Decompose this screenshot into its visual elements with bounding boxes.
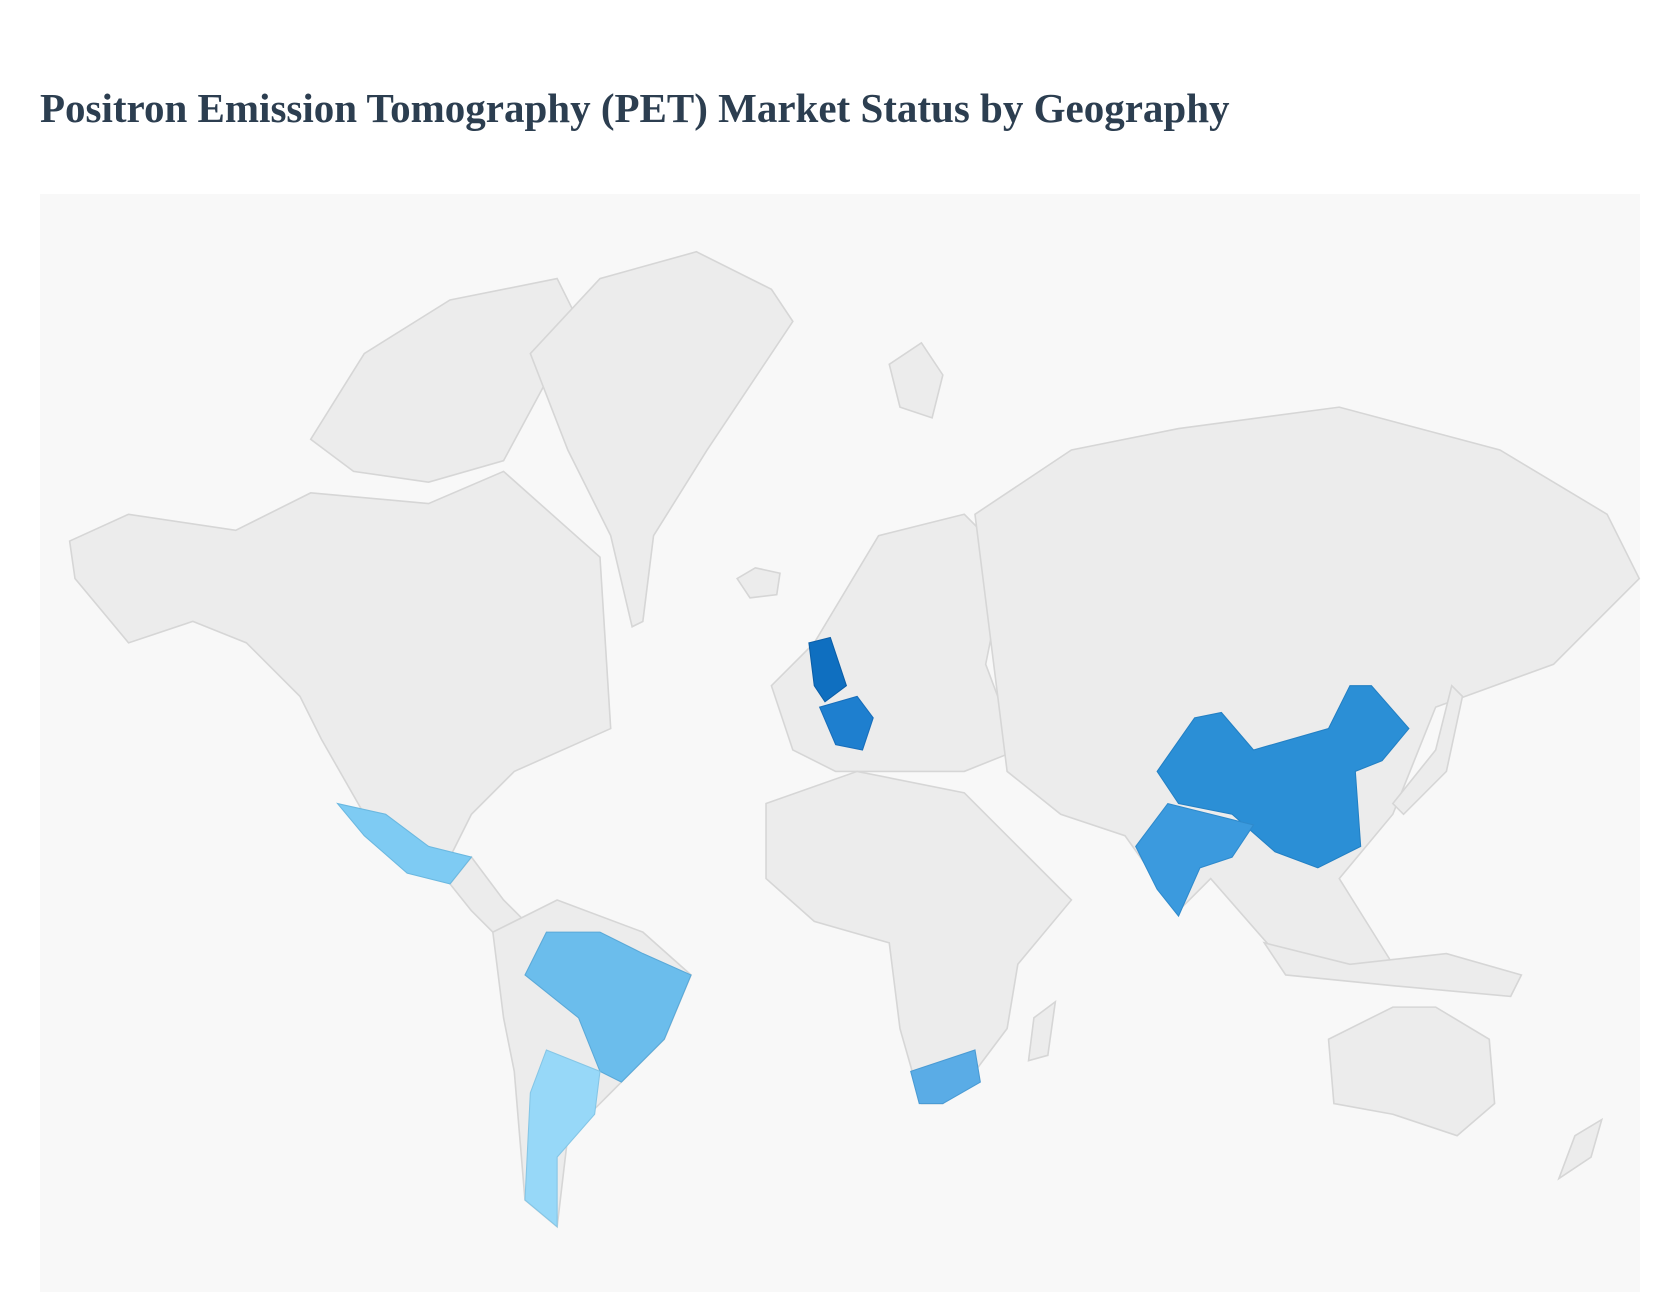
brazil [524,931,692,1083]
svalbard [888,341,944,419]
asia [974,406,1641,966]
new-zealand [1557,1117,1604,1181]
page-title: Positron Emission Tomography (PET) Marke… [40,85,1230,131]
north-america [68,470,612,859]
greenland [529,250,794,628]
map-layer [68,250,1641,1229]
india [1135,802,1255,918]
madagascar [1027,999,1057,1062]
mexico [336,802,473,885]
africa [765,770,1073,1105]
argentina [524,1049,601,1228]
united-kingdom [808,636,848,703]
south-africa [910,1049,981,1105]
arctic-islands [309,277,580,483]
australia [1327,1006,1496,1137]
china [1156,685,1410,869]
iceland [735,566,781,599]
japan [1391,684,1464,816]
indonesia [1262,941,1523,998]
france [818,695,874,751]
